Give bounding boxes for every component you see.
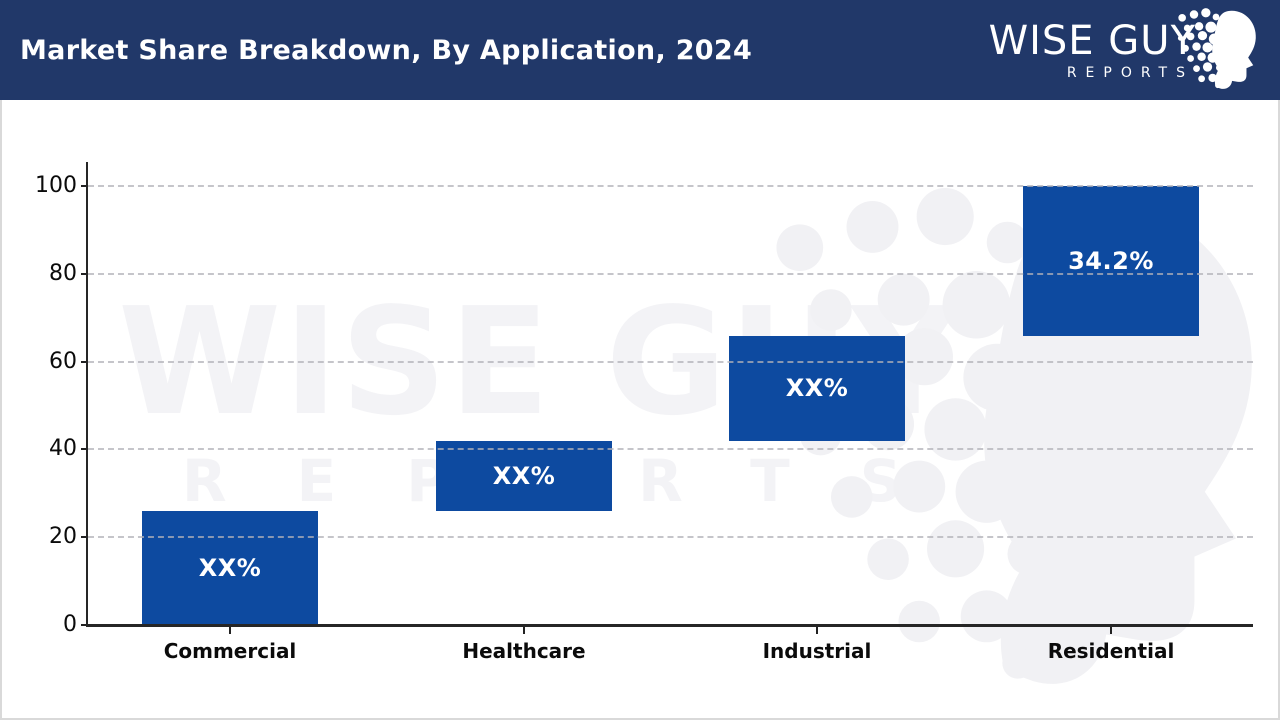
gridline-60 <box>88 360 1253 363</box>
page-title: Market Share Breakdown, By Application, … <box>20 34 753 66</box>
x-axis-line <box>86 624 1253 627</box>
y-tick-label: 60 <box>49 348 77 374</box>
header-bar: Market Share Breakdown, By Application, … <box>0 0 1280 100</box>
bar-value-label: XX% <box>198 553 262 582</box>
y-axis-line <box>86 162 88 627</box>
x-tick-mark <box>229 625 231 634</box>
gridline-40 <box>88 448 1253 451</box>
y-tick-mark <box>81 448 88 451</box>
bar-commercial: XX% <box>142 510 318 625</box>
y-tick-mark <box>81 272 88 275</box>
brand-logo: WISE GUY REPORTS <box>989 6 1262 94</box>
y-tick-mark <box>81 185 88 187</box>
bar-healthcare: XX% <box>436 440 612 511</box>
gridline-80 <box>88 272 1253 275</box>
y-tick-label: 100 <box>35 173 77 198</box>
x-tick-mark <box>523 625 525 634</box>
x-tick-mark <box>1110 625 1112 634</box>
x-category-label: Residential <box>1047 639 1175 663</box>
bar-residential: 34.2% <box>1023 186 1199 337</box>
gridline-100 <box>88 185 1253 187</box>
y-tick-mark <box>81 624 88 626</box>
y-tick-label: 40 <box>49 436 77 462</box>
y-tick-mark <box>81 536 88 539</box>
x-tick-mark <box>816 625 818 634</box>
y-tick-label: 20 <box>49 524 77 550</box>
x-category-label: Commercial <box>163 639 297 663</box>
y-tick-label: 80 <box>49 260 77 286</box>
brand-name: WISE GUY <box>988 17 1196 64</box>
x-category-label: Healthcare <box>462 639 586 663</box>
y-tick-label: 0 <box>63 612 77 637</box>
gridline-20 <box>88 536 1253 539</box>
brand-subtitle: REPORTS <box>1066 64 1194 81</box>
bar-value-label: 34.2% <box>1068 247 1154 276</box>
bar-value-label: XX% <box>492 461 556 490</box>
x-category-label: Industrial <box>762 639 872 663</box>
y-tick-mark <box>81 360 88 363</box>
bar-industrial: XX% <box>729 336 905 441</box>
brand-logo-text: WISE GUY REPORTS <box>989 21 1196 80</box>
bar-value-label: XX% <box>785 374 849 403</box>
